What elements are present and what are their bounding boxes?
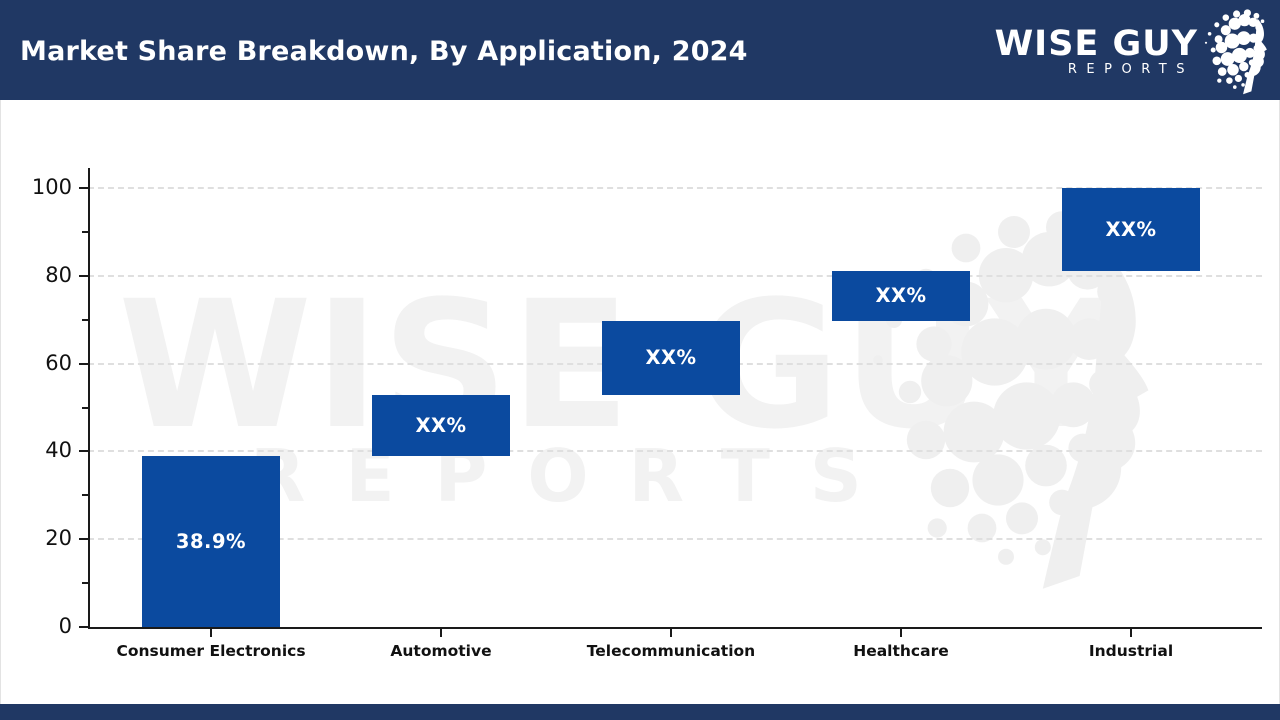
brand-head-icon [1204, 9, 1267, 95]
y-tick-label: 40 [45, 438, 72, 463]
grid-line [88, 274, 1262, 277]
bar-automotive: XX% [372, 395, 510, 457]
x-axis-tick [1130, 629, 1132, 637]
bar-value-label: XX% [1105, 217, 1157, 241]
bar-healthcare: XX% [832, 270, 970, 321]
x-axis-tick [900, 629, 902, 637]
x-category-label: Industrial [1088, 642, 1174, 660]
y-axis-line [88, 168, 90, 629]
x-axis-line [88, 627, 1262, 629]
y-axis-tick [79, 538, 88, 541]
y-tick-label: 100 [31, 175, 72, 199]
header-bar: Market Share Breakdown, By Application, … [0, 0, 1280, 100]
brand-logo-text: WISE GUY [994, 24, 1198, 64]
brand-logo: WISE GUY REPORTS [995, 0, 1268, 100]
y-axis-minor-tick [82, 582, 88, 585]
y-axis-tick [79, 274, 88, 277]
grid-line [88, 450, 1262, 453]
page-title: Market Share Breakdown, By Application, … [20, 36, 748, 67]
brand-logo-subtext: REPORTS [1067, 62, 1194, 77]
grid-line [88, 538, 1262, 541]
y-axis-minor-tick [82, 406, 88, 409]
x-category-label: Consumer Electronics [116, 642, 306, 660]
x-category-label: Automotive [390, 642, 492, 660]
y-tick-label: 60 [45, 350, 72, 375]
bar-value-label: 38.9% [175, 530, 247, 554]
y-tick-label: 0 [58, 614, 72, 638]
bar-value-label: XX% [415, 414, 467, 438]
bar-consumer-electronics: 38.9% [142, 456, 280, 627]
y-axis-minor-tick [82, 494, 88, 497]
bar-value-label: XX% [875, 284, 927, 308]
x-axis-tick [670, 629, 672, 637]
y-axis-tick [79, 187, 88, 189]
x-axis-tick [440, 629, 442, 637]
y-axis-tick [79, 450, 88, 453]
y-tick-label: 20 [45, 526, 72, 551]
y-axis-minor-tick [82, 230, 88, 233]
x-axis-tick [210, 629, 212, 637]
footer-bar [0, 704, 1280, 720]
y-tick-label: 80 [45, 262, 72, 287]
bar-telecommunication: XX% [602, 320, 740, 396]
y-axis-minor-tick [82, 318, 88, 321]
y-axis-tick [79, 626, 88, 628]
bar-industrial: XX% [1062, 188, 1200, 271]
grid-line [88, 187, 1262, 189]
y-axis-tick [79, 362, 88, 365]
x-category-label: Healthcare [853, 642, 949, 660]
bar-value-label: XX% [645, 346, 697, 370]
x-category-label: Telecommunication [586, 642, 756, 660]
